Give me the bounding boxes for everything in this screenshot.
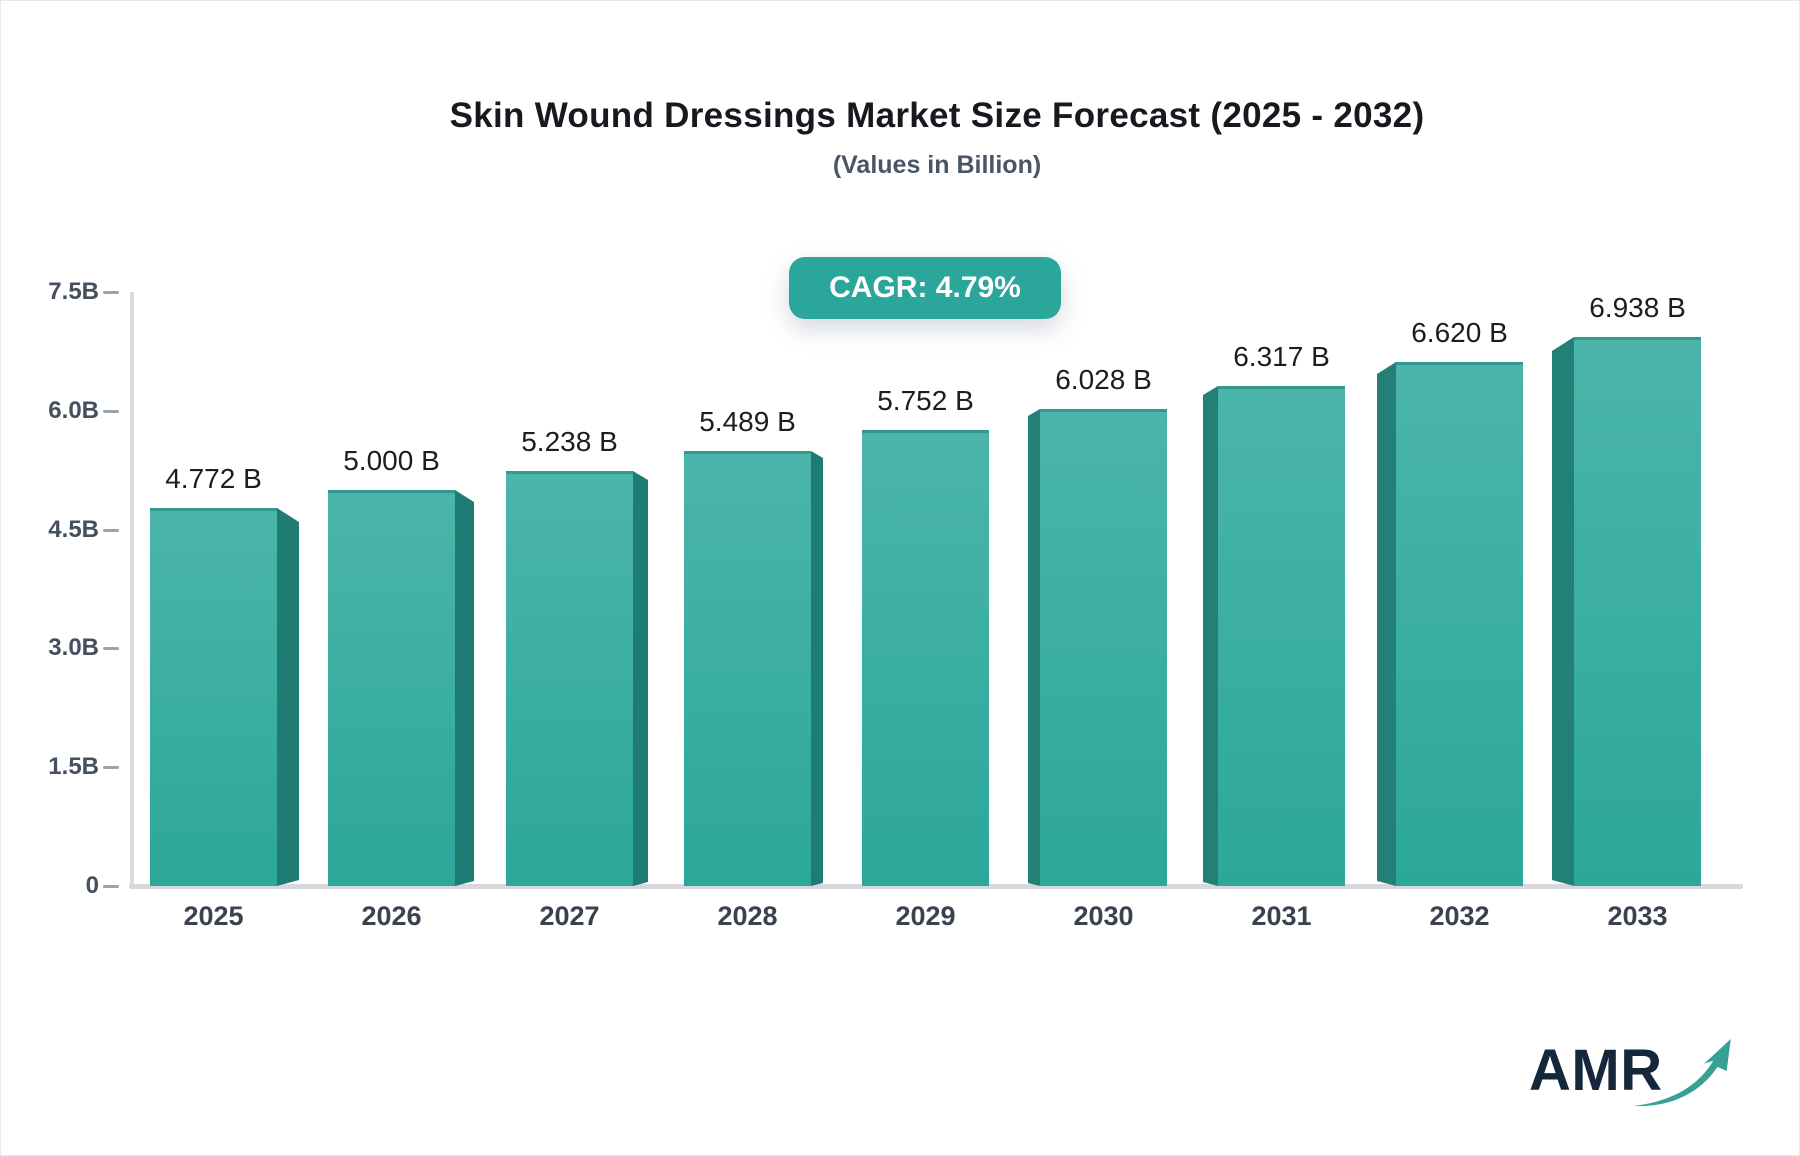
bar-2026 [328, 490, 455, 886]
y-axis-tick [103, 529, 119, 532]
x-axis-label: 2027 [539, 901, 600, 931]
bar-2031-side [1203, 386, 1218, 886]
bar-2027 [506, 471, 633, 886]
bar-2028-side [811, 451, 823, 886]
x-axis-label: 2031 [1251, 901, 1312, 931]
bar-2030 [1040, 409, 1167, 886]
x-axis-label: 2025 [183, 901, 244, 931]
bar-2026-side [455, 490, 474, 886]
x-axis-label: 2026 [361, 901, 422, 931]
x-axis-label: 2028 [717, 901, 778, 931]
bar-value-label: 5.752 B [877, 385, 974, 416]
y-axis-tick-label: 7.5B [48, 278, 99, 305]
bar-2033 [1574, 337, 1701, 886]
x-axis-label: 2032 [1429, 901, 1490, 931]
bar-value-label: 5.489 B [699, 406, 796, 437]
bar-value-label: 4.772 B [165, 463, 262, 494]
x-axis-line [129, 884, 1743, 889]
bar-2032-side [1377, 362, 1396, 886]
bar-value-label: 6.938 B [1589, 292, 1686, 323]
x-axis-label: 2033 [1607, 901, 1668, 931]
y-axis-tick [103, 410, 119, 413]
bar-2025 [150, 508, 277, 886]
bar-2032 [1396, 362, 1523, 886]
y-axis-tick [103, 291, 119, 294]
chart-subtitle: (Values in Billion) [832, 151, 1042, 179]
bar-2025-side [277, 508, 299, 886]
y-axis-tick-label: 4.5B [48, 516, 99, 543]
bar-2031 [1218, 386, 1345, 886]
chart-title: Skin Wound Dressings Market Size Forecas… [449, 96, 1425, 135]
bar-2033-side [1552, 337, 1574, 886]
bar-value-label: 6.620 B [1411, 317, 1508, 348]
bar-value-label: 5.000 B [343, 445, 440, 476]
cagr-badge: CAGR: 4.79% [789, 257, 1061, 319]
growth-arrow-icon [1633, 1039, 1731, 1107]
y-axis-tick-label: 1.5B [48, 753, 99, 780]
y-axis-tick [103, 766, 119, 769]
bar-2028 [684, 451, 811, 886]
y-axis-tick [103, 647, 119, 650]
x-axis-label: 2030 [1073, 901, 1134, 931]
y-axis-tick [103, 885, 119, 888]
y-axis-line [130, 292, 134, 886]
x-axis-label: 2029 [895, 901, 956, 931]
bar-value-label: 5.238 B [521, 426, 618, 457]
y-axis-tick-label: 6.0B [48, 397, 99, 424]
bar-value-label: 6.028 B [1055, 364, 1152, 395]
logo-text: AMR [1529, 1038, 1663, 1103]
y-axis-tick-label: 0 [85, 872, 99, 899]
amr-logo: AMR [1529, 1031, 1789, 1126]
y-axis-tick-label: 3.0B [48, 634, 99, 661]
bar-2030-side [1028, 409, 1040, 886]
bar-2029 [862, 430, 989, 886]
bar-value-label: 6.317 B [1233, 341, 1330, 372]
bar-2027-side [633, 471, 648, 886]
